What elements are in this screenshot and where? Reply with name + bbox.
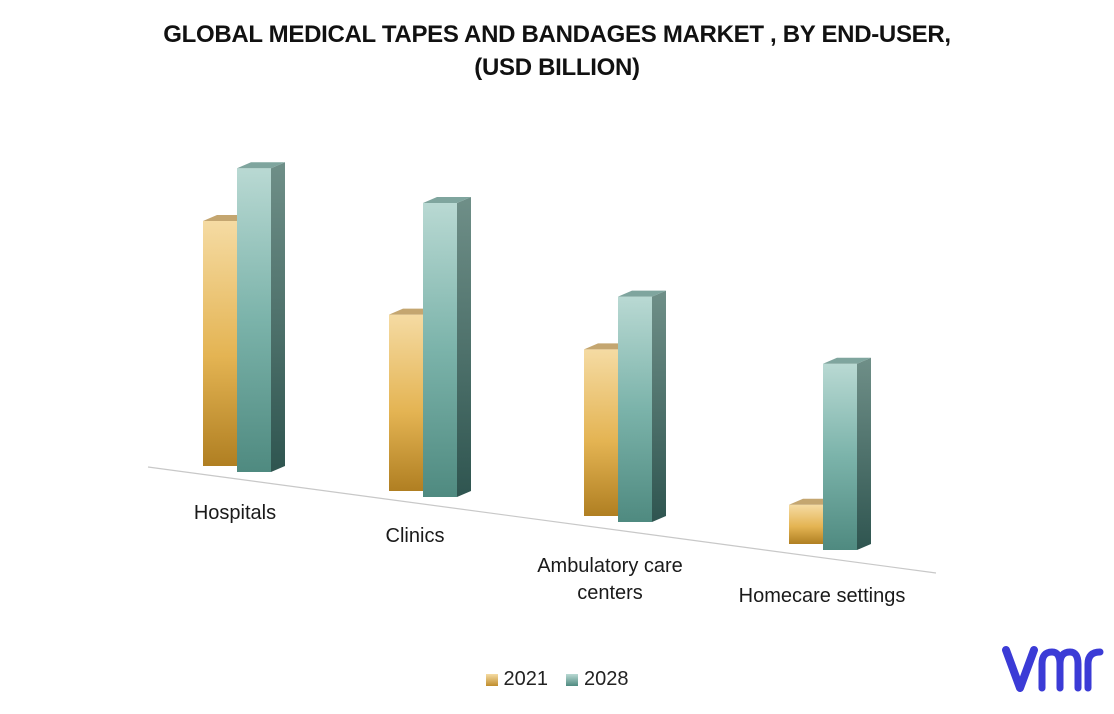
- legend-label-2028: 2028: [584, 668, 629, 690]
- category-label-line: Hospitals: [193, 502, 277, 524]
- bar-2028-2: [618, 290, 666, 522]
- category-label-line: Clinics: [385, 525, 445, 547]
- category-label: Homecare settings: [712, 583, 932, 610]
- category-label: Hospitals: [125, 500, 345, 527]
- chart-title-line1: GLOBAL MEDICAL TAPES AND BANDAGES MARKET…: [163, 21, 951, 48]
- bar-top: [237, 162, 285, 169]
- bar-side: [457, 197, 471, 497]
- bar-top: [823, 357, 871, 364]
- bar-2028-0: [237, 162, 285, 472]
- category-label: Ambulatory care centers: [500, 553, 720, 607]
- bar-front: [423, 203, 457, 497]
- bar-side: [271, 162, 285, 472]
- bar-front: [618, 296, 652, 522]
- bar-top: [618, 290, 666, 297]
- bar-front: [237, 168, 271, 472]
- legend-swatch-2021: [485, 673, 498, 686]
- bar-side: [652, 290, 666, 522]
- bar-front: [389, 314, 423, 491]
- category-label-line: Homecare settings: [738, 585, 906, 607]
- bar-front: [823, 363, 857, 550]
- bar-2028-1: [423, 197, 471, 497]
- chart-title-line2: (USD BILLION): [474, 54, 640, 81]
- legend-swatch-2028: [566, 673, 578, 686]
- legend-item-2028: 2028: [566, 668, 629, 691]
- category-label-line: Ambulatory care: [537, 555, 683, 577]
- legend: 2021 2028: [0, 668, 1114, 691]
- legend-label-2021: 2021: [503, 668, 549, 690]
- legend-item-2021: 2021: [485, 668, 549, 691]
- baseline: [147, 466, 937, 574]
- bar-front: [584, 349, 618, 516]
- category-label: Clinics: [305, 523, 525, 550]
- bar-front: [203, 221, 237, 466]
- bar-top: [423, 197, 471, 203]
- vmr-logo: [1002, 646, 1104, 692]
- chart-title: GLOBAL MEDICAL TAPES AND BANDAGES MARKET…: [0, 18, 1114, 84]
- category-label-line: centers: [577, 582, 643, 604]
- bar-front: [789, 504, 823, 544]
- bar-side: [857, 357, 871, 550]
- bar-2028-3: [823, 357, 871, 550]
